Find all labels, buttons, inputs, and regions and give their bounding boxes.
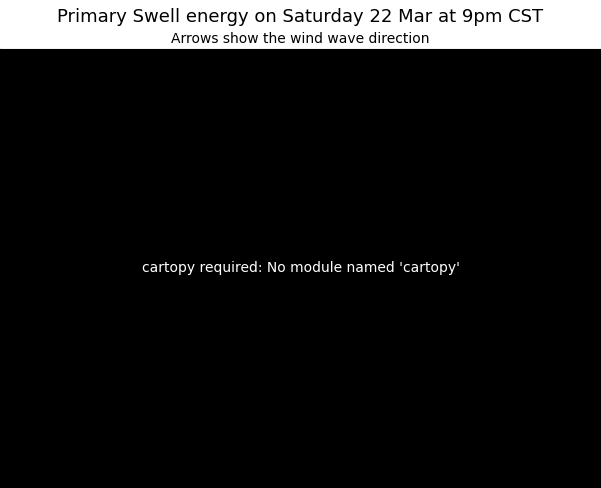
- Text: cartopy required: No module named 'cartopy': cartopy required: No module named 'carto…: [141, 262, 460, 275]
- Text: Primary Swell energy on Saturday 22 Mar at 9pm CST: Primary Swell energy on Saturday 22 Mar …: [58, 8, 543, 26]
- Text: Arrows show the wind wave direction: Arrows show the wind wave direction: [171, 32, 430, 46]
